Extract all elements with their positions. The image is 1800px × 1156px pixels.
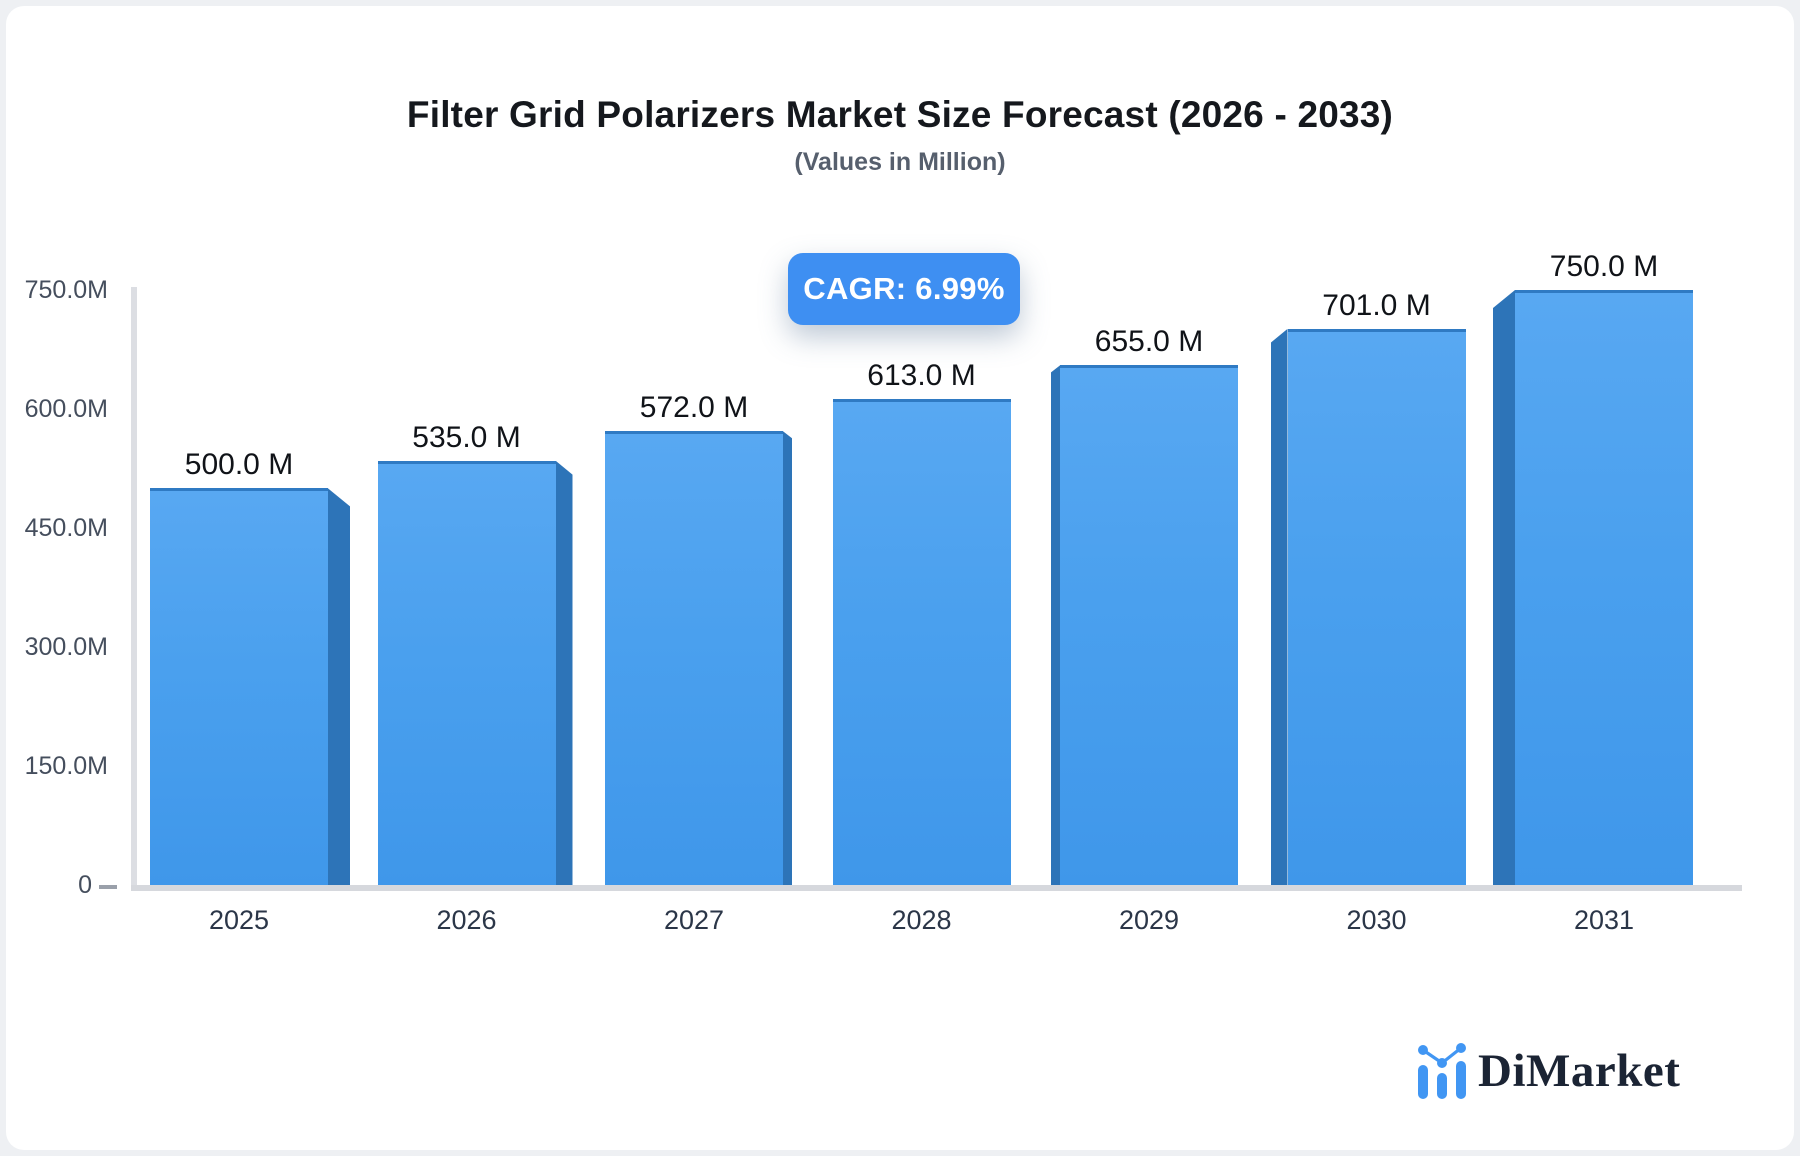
bar-value-label: 701.0 M [1322,288,1431,322]
x-axis-tick-label: 2028 [891,905,952,935]
x-axis-tick-label: 2026 [436,905,497,935]
y-axis-tick-label: 0 [78,871,92,899]
bar-2031-3d-side [1493,290,1515,885]
bar-2026-3d-side [555,460,573,885]
bar-2029[interactable] [1060,365,1238,885]
bar-value-label: 655.0 M [1094,325,1204,359]
bar-value-label: 613.0 M [867,358,976,392]
x-axis-tick-label: 2025 [208,905,270,935]
bar-2030-3d-side [1270,328,1288,885]
y-axis-tick-label: 450.0M [24,514,108,542]
cagr-badge: CAGR: 6.99% [788,253,1020,325]
brand-logo: DiMarket [1416,1042,1680,1099]
bar-2025-3d-side [328,488,350,885]
x-axis-tick-label: 2027 [663,905,725,935]
brand-logo-text: DiMarket [1478,1045,1681,1097]
x-axis-line [131,885,1742,891]
zero-tick-mark [99,885,117,889]
y-axis-line [131,287,137,886]
y-axis-tick-label: 750.0M [24,276,108,304]
x-axis-tick-label: 2031 [1573,905,1635,935]
y-axis-tick-label: 150.0M [24,752,108,780]
y-axis-tick-label: 600.0M [24,395,108,423]
bar-2031[interactable] [1515,290,1693,885]
bar-value-label: 750.0 M [1549,250,1659,283]
bar-2025[interactable] [150,488,328,885]
chart-subtitle: (Values in Million) [794,148,1006,176]
bar-2026[interactable] [377,460,556,885]
chart-title: Filter Grid Polarizers Market Size Forec… [406,94,1394,135]
bar-value-label: 500.0 M [184,448,294,482]
x-axis-tick-label: 2029 [1118,905,1180,935]
bar-value-label: 535.0 M [412,420,521,454]
bar-chart-logo-icon [1416,1042,1468,1099]
bar-2029-3d-side [1051,365,1060,885]
bar-2030[interactable] [1287,328,1466,885]
bar-value-label: 572.0 M [639,391,749,425]
bar-2027-3d-side [783,431,792,885]
bar-2028[interactable] [832,398,1011,885]
bar-2027[interactable] [605,431,783,885]
cagr-badge-label: CAGR: 6.99% [803,271,1005,306]
y-axis-tick-label: 300.0M [24,633,108,661]
x-axis-tick-label: 2030 [1346,905,1407,935]
